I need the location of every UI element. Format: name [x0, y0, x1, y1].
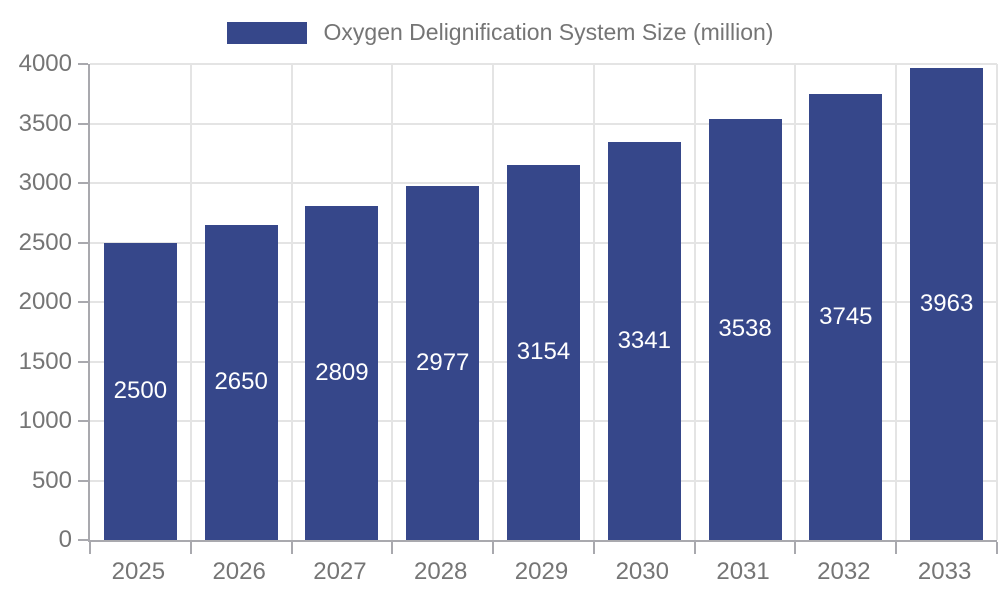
bar-2025[interactable]: 2500	[103, 242, 177, 540]
bar-value-label: 2977	[416, 348, 470, 376]
x-axis-tick	[290, 542, 293, 554]
x-tick-label: 2032	[817, 558, 871, 585]
y-tick-label: 3500	[18, 109, 72, 137]
x-tick-label: 2031	[716, 558, 770, 585]
x-axis-tick	[492, 542, 495, 554]
bar-2027[interactable]: 2809	[305, 205, 379, 540]
y-axis-tick	[78, 182, 88, 184]
bar-2028[interactable]: 2977	[406, 185, 480, 540]
x-tick-label: 2028	[414, 558, 468, 585]
y-axis-tick	[78, 479, 88, 482]
y-tick-label: 0	[58, 526, 72, 553]
bar-2029[interactable]: 3154	[507, 164, 580, 540]
gridline-vertical	[996, 64, 998, 540]
gridline-vertical	[290, 64, 293, 540]
bar-value-label: 3538	[718, 315, 772, 343]
x-axis-tick	[592, 542, 595, 554]
y-axis-tick	[78, 360, 88, 363]
y-tick-label: 4000	[18, 50, 72, 77]
bar-value-label: 3341	[617, 327, 671, 355]
y-tick-label: 2500	[18, 228, 72, 256]
y-tick-label: 500	[31, 466, 72, 494]
gridline-vertical	[592, 64, 595, 540]
y-axis-tick	[78, 241, 88, 244]
bar-2033[interactable]: 3963	[910, 68, 984, 540]
bar-2026[interactable]: 2650	[204, 224, 278, 540]
legend-swatch	[226, 21, 307, 44]
x-tick-label: 2030	[615, 558, 669, 585]
gridline-vertical	[391, 64, 394, 540]
bar-2030[interactable]: 3341	[607, 142, 681, 540]
x-axis-tick	[189, 542, 192, 554]
x-axis-tick	[996, 542, 998, 554]
gridline-horizontal	[90, 63, 997, 65]
y-tick-label: 2000	[18, 288, 72, 315]
gridline-vertical	[492, 64, 495, 540]
bar-value-label: 3963	[919, 290, 974, 318]
x-tick-label: 2033	[917, 558, 972, 585]
y-tick-label: 3000	[18, 169, 72, 196]
bar-value-label: 2809	[315, 358, 369, 386]
plot-area: 2500 2650 2809 2977 3154 3341 3538 3745 3963	[78, 63, 998, 554]
y-axis-tick	[78, 63, 88, 65]
bar-value-label: 2650	[214, 368, 268, 396]
y-axis-tick	[78, 420, 88, 422]
gridline-horizontal	[90, 122, 997, 125]
bar-2031[interactable]: 3538	[708, 118, 782, 540]
x-tick-label: 2029	[514, 558, 569, 585]
x-axis-tick	[895, 542, 898, 554]
gridline-vertical	[794, 64, 797, 540]
gridline-vertical	[189, 64, 192, 540]
y-axis-tick	[78, 539, 88, 541]
y-tick-label: 1500	[18, 347, 72, 375]
x-axis-tick	[794, 542, 797, 554]
gridline-vertical	[895, 64, 898, 540]
bar-2032[interactable]: 3745	[809, 94, 883, 540]
x-tick-label: 2025	[111, 558, 166, 585]
bar-value-label: 2500	[113, 377, 168, 405]
legend[interactable]: Oxygen Delignification System Size (mill…	[0, 19, 1000, 46]
bar-value-label: 3154	[516, 338, 571, 366]
x-tick-label: 2026	[212, 558, 266, 585]
bar-value-label: 3745	[819, 303, 873, 331]
y-axis-tick	[78, 122, 88, 125]
x-tick-label: 2027	[313, 558, 367, 585]
x-axis-tick	[89, 542, 91, 554]
y-axis-tick	[78, 301, 88, 303]
y-tick-label: 1000	[18, 407, 72, 434]
x-axis-tick	[391, 542, 394, 554]
gridline-vertical	[693, 64, 696, 540]
legend-label: Oxygen Delignification System Size (mill…	[323, 19, 774, 45]
x-axis-tick	[693, 542, 696, 554]
